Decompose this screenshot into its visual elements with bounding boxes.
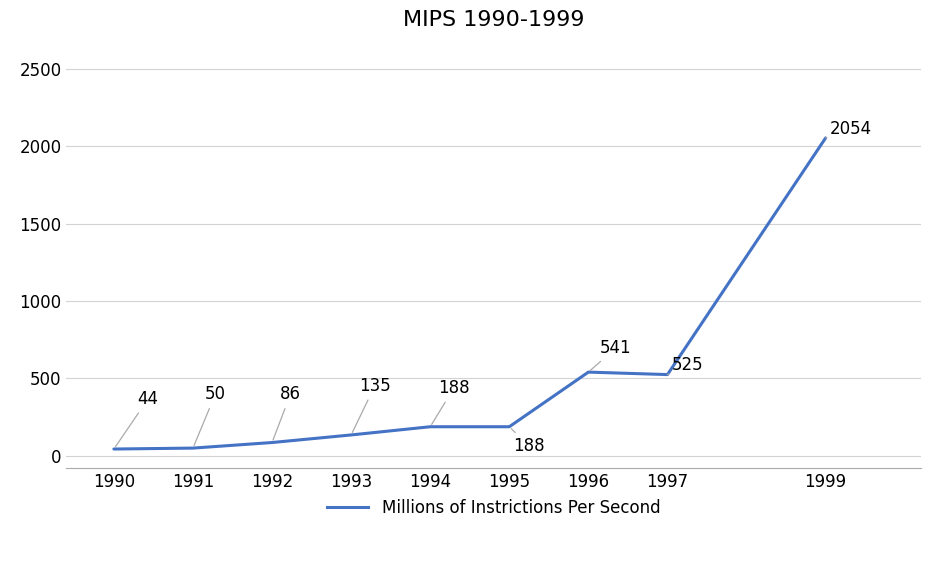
Title: MIPS 1990-1999: MIPS 1990-1999: [402, 10, 585, 30]
Text: 188: 188: [432, 379, 470, 424]
Text: 50: 50: [194, 385, 226, 445]
Text: 135: 135: [352, 377, 391, 432]
Text: 541: 541: [590, 339, 632, 370]
Legend: Millions of Instrictions Per Second: Millions of Instrictions Per Second: [320, 492, 667, 523]
Text: 525: 525: [667, 356, 703, 375]
Text: 86: 86: [273, 385, 301, 440]
Text: 44: 44: [116, 390, 158, 447]
Text: 188: 188: [512, 429, 545, 455]
Text: 2054: 2054: [826, 120, 872, 138]
